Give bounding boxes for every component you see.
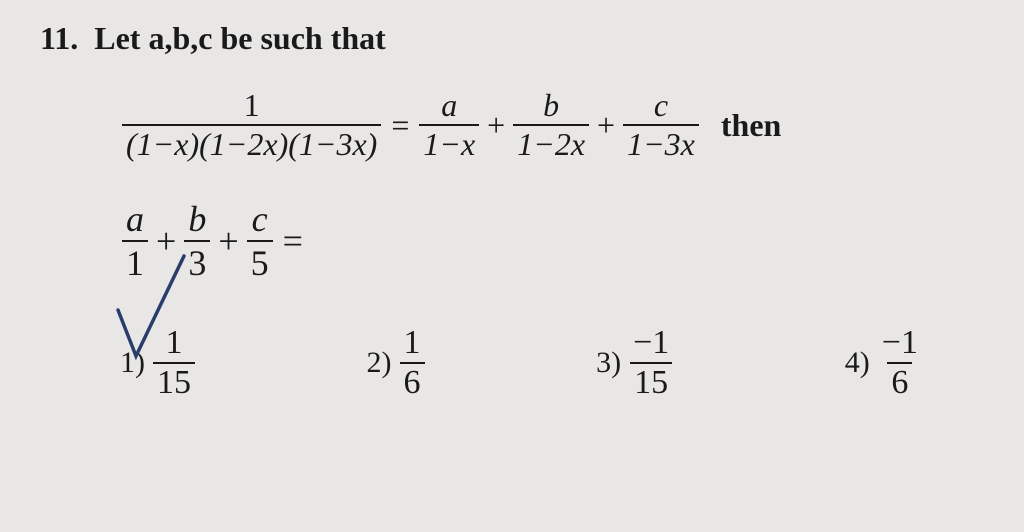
sub-t3: c 5: [247, 198, 273, 284]
option-2[interactable]: 2) 1 6: [367, 324, 427, 402]
lhs-fraction: 1 (1−x)(1−2x)(1−3x): [122, 87, 381, 163]
sub-t1-num: a: [122, 198, 148, 240]
sub-t1: a 1: [122, 198, 148, 284]
sub-plus-1: +: [156, 220, 176, 262]
option-1-label: 1): [120, 346, 145, 380]
option-3-label: 3): [596, 346, 621, 380]
option-1[interactable]: 1) 1 15: [120, 324, 197, 402]
lhs-denominator: (1−x)(1−2x)(1−3x): [122, 124, 381, 163]
option-3[interactable]: 3) −1 15: [596, 324, 675, 402]
option-2-fraction: 1 6: [400, 324, 425, 402]
option-2-num: 1: [400, 324, 425, 362]
plus-1: +: [487, 107, 505, 144]
sub-equals: =: [283, 220, 303, 262]
sub-equation: a 1 + b 3 + c 5 =: [120, 198, 984, 284]
option-1-den: 15: [153, 362, 195, 402]
sub-plus-2: +: [218, 220, 238, 262]
option-3-den: 15: [630, 362, 672, 402]
options-row: 1) 1 15 2) 1 6 3) −1 15 4) −1 6: [120, 324, 924, 402]
option-2-label: 2): [367, 346, 392, 380]
term2-fraction: b 1−2x: [513, 87, 589, 163]
main-equation: 1 (1−x)(1−2x)(1−3x) = a 1−x + b 1−2x + c…: [120, 87, 984, 163]
term3-den: 1−3x: [623, 124, 699, 163]
term2-den: 1−2x: [513, 124, 589, 163]
term1-num: a: [437, 87, 461, 124]
problem-title: Let a,b,c be such that: [94, 20, 386, 57]
problem-header: 11. Let a,b,c be such that: [40, 20, 984, 57]
option-4-num: −1: [878, 324, 922, 362]
sub-t2: b 3: [184, 198, 210, 284]
option-4-fraction: −1 6: [878, 324, 922, 402]
sub-t1-den: 1: [122, 240, 148, 284]
equals-sign: =: [391, 107, 409, 144]
option-1-num: 1: [162, 324, 187, 362]
sub-t2-den: 3: [184, 240, 210, 284]
term1-den: 1−x: [419, 124, 479, 163]
option-3-fraction: −1 15: [629, 324, 673, 402]
sub-t2-num: b: [184, 198, 210, 240]
term1-fraction: a 1−x: [419, 87, 479, 163]
option-4-label: 4): [845, 346, 870, 380]
term3-num: c: [650, 87, 672, 124]
option-4[interactable]: 4) −1 6: [845, 324, 924, 402]
then-text: then: [721, 107, 781, 144]
option-1-fraction: 1 15: [153, 324, 195, 402]
plus-2: +: [597, 107, 615, 144]
problem-number: 11.: [40, 20, 78, 57]
option-4-den: 6: [887, 362, 912, 402]
term2-num: b: [539, 87, 563, 124]
term3-fraction: c 1−3x: [623, 87, 699, 163]
sub-t3-num: c: [248, 198, 272, 240]
sub-t3-den: 5: [247, 240, 273, 284]
lhs-numerator: 1: [240, 87, 264, 124]
option-2-den: 6: [400, 362, 425, 402]
option-3-num: −1: [629, 324, 673, 362]
